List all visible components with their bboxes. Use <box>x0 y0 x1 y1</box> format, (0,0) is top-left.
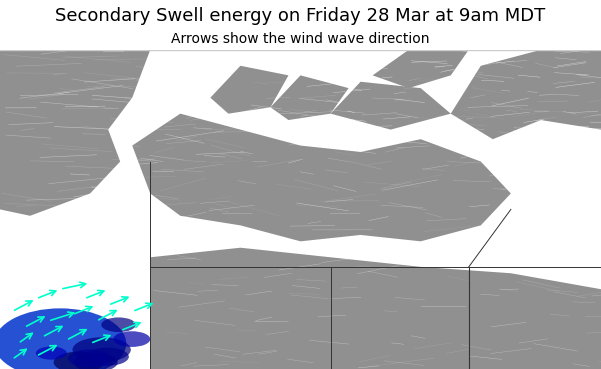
Polygon shape <box>132 114 511 241</box>
Ellipse shape <box>0 308 126 369</box>
Polygon shape <box>0 50 150 216</box>
Ellipse shape <box>73 337 131 362</box>
Text: Secondary Swell energy on Friday 28 Mar at 9am MDT: Secondary Swell energy on Friday 28 Mar … <box>55 7 546 25</box>
Ellipse shape <box>53 352 103 369</box>
Ellipse shape <box>68 349 111 368</box>
Ellipse shape <box>36 346 67 360</box>
Polygon shape <box>331 82 451 130</box>
Polygon shape <box>210 66 288 114</box>
Polygon shape <box>270 75 349 120</box>
Text: Arrows show the wind wave direction: Arrows show the wind wave direction <box>171 32 430 46</box>
Polygon shape <box>373 50 469 88</box>
Polygon shape <box>150 248 601 369</box>
Ellipse shape <box>114 331 150 347</box>
Ellipse shape <box>86 348 129 366</box>
Ellipse shape <box>102 317 136 332</box>
Polygon shape <box>451 50 601 139</box>
Ellipse shape <box>73 353 118 369</box>
